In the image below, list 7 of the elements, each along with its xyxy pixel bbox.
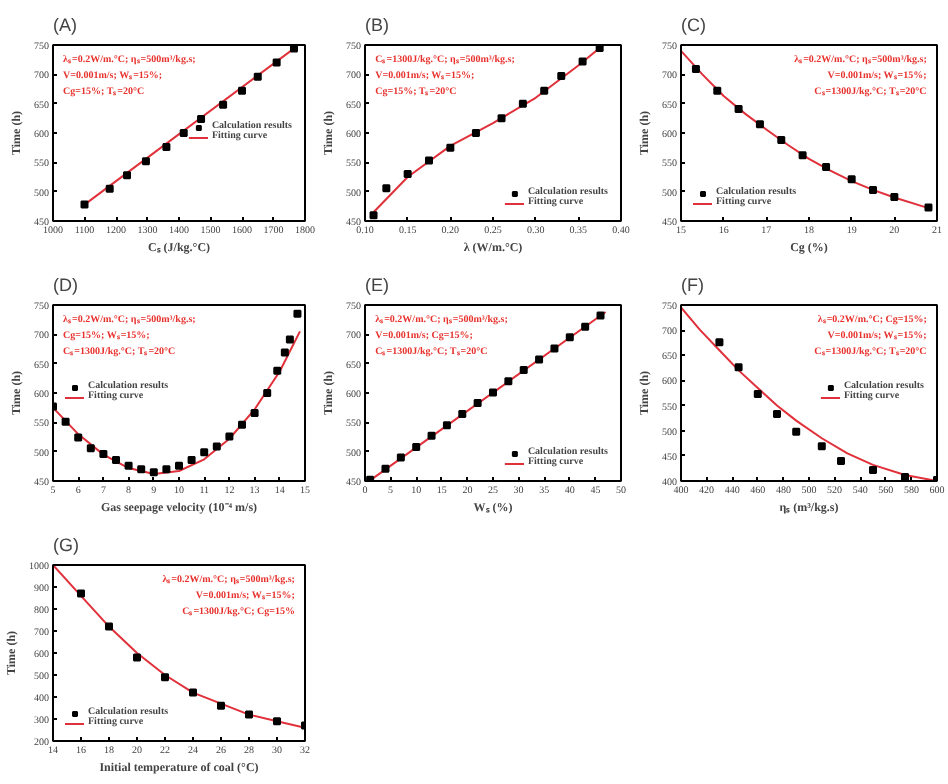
chart-title: (E): [365, 275, 389, 295]
chart-title: (F): [681, 275, 704, 295]
chart-title: (A): [53, 15, 77, 35]
chart-title: (B): [365, 15, 389, 35]
chart-title: (C): [681, 15, 706, 35]
chart-title: (G): [53, 535, 79, 555]
chart-title: (D): [53, 275, 78, 295]
